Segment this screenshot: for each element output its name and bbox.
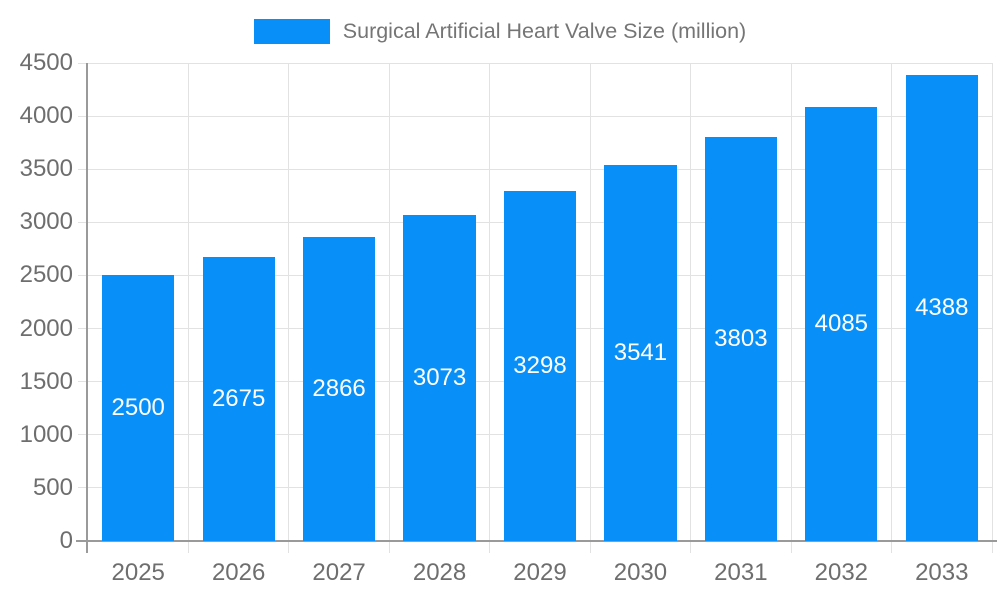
y-tick-label: 4500: [19, 49, 73, 76]
y-tick-label: 0: [59, 527, 73, 554]
x-tick-label: 2031: [714, 559, 768, 586]
x-tick-label: 2032: [814, 559, 869, 586]
x-axis-line: [76, 540, 997, 542]
bar-2026[interactable]: [202, 256, 275, 541]
y-tick-label: 500: [32, 473, 73, 501]
y-tick-label: 1000: [19, 420, 73, 448]
y-gridline: [78, 62, 992, 64]
legend-swatch: [253, 18, 330, 44]
y-tick-label: 3500: [19, 155, 73, 183]
y-tick-label: 2000: [19, 314, 73, 342]
bar-2031[interactable]: [704, 137, 778, 541]
x-tick-label: 2025: [111, 559, 165, 586]
legend-label: Surgical Artificial Heart Valve Size (mi…: [342, 18, 747, 43]
y-gridline: [78, 115, 992, 117]
x-gridline: [891, 63, 893, 553]
x-gridline: [589, 63, 591, 553]
x-tick-label: 2026: [211, 559, 266, 586]
y-tick-label: 1500: [19, 367, 73, 395]
x-gridline: [388, 63, 390, 553]
x-gridline: [690, 63, 692, 553]
y-axis-line: [86, 63, 88, 553]
bar-2027[interactable]: [302, 236, 376, 541]
x-tick-label: 2030: [613, 559, 668, 586]
x-tick-label: 2027: [312, 559, 366, 586]
x-gridline: [790, 63, 792, 553]
bar-2030[interactable]: [604, 164, 677, 541]
x-tick-label: 2028: [412, 559, 467, 586]
bar-2028[interactable]: [403, 214, 476, 541]
y-tick-label: 2500: [19, 261, 73, 289]
y-gridline: [78, 168, 992, 170]
x-tick-label: 2029: [513, 559, 567, 586]
y-tick-label: 3000: [19, 208, 73, 236]
bar-2033[interactable]: [905, 74, 978, 541]
y-tick-label: 4000: [19, 102, 73, 130]
x-gridline: [489, 63, 491, 553]
bar-2025[interactable]: [102, 275, 175, 541]
x-tick-label: 2033: [915, 559, 969, 586]
x-gridline: [991, 63, 993, 553]
x-gridline: [187, 63, 189, 553]
legend[interactable]: Surgical Artificial Heart Valve Size (mi…: [0, 16, 1000, 46]
x-gridline: [288, 63, 290, 553]
bar-2029[interactable]: [503, 190, 577, 541]
bar-2032[interactable]: [805, 107, 878, 541]
